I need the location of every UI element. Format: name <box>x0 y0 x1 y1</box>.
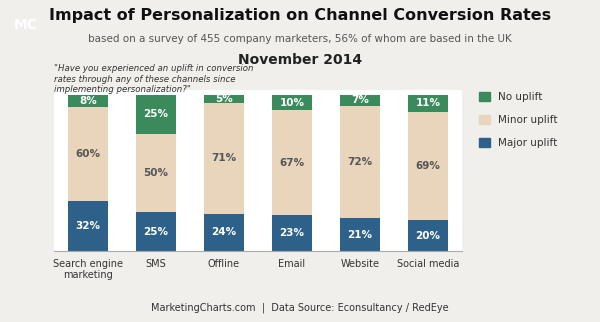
Bar <box>68 201 109 251</box>
Bar <box>272 110 313 215</box>
Bar <box>203 213 244 251</box>
Text: 25%: 25% <box>143 109 169 119</box>
Text: 32%: 32% <box>76 221 101 231</box>
Bar <box>272 215 313 251</box>
Text: MarketingCharts.com  |  Data Source: Econsultancy / RedEye: MarketingCharts.com | Data Source: Econs… <box>151 302 449 313</box>
Text: 50%: 50% <box>143 168 169 178</box>
Bar <box>407 220 448 251</box>
Text: MC: MC <box>14 18 37 32</box>
Text: 8%: 8% <box>79 96 97 106</box>
Text: 20%: 20% <box>415 231 440 241</box>
Text: 5%: 5% <box>215 94 233 104</box>
Legend: No uplift, Minor uplift, Major uplift: No uplift, Minor uplift, Major uplift <box>479 92 557 148</box>
Bar <box>340 95 380 106</box>
Text: based on a survey of 455 company marketers, 56% of whom are based in the UK: based on a survey of 455 company markete… <box>88 34 512 44</box>
Text: 21%: 21% <box>347 230 373 240</box>
Text: 69%: 69% <box>416 161 440 171</box>
Bar <box>68 107 109 201</box>
Bar <box>272 95 313 110</box>
Text: 71%: 71% <box>211 153 236 163</box>
Text: November 2014: November 2014 <box>238 53 362 67</box>
Bar <box>407 112 448 220</box>
Bar <box>340 218 380 251</box>
Bar <box>136 212 176 251</box>
Text: 60%: 60% <box>76 149 101 159</box>
Bar <box>68 95 109 107</box>
Bar <box>203 103 244 213</box>
Text: 24%: 24% <box>211 227 236 237</box>
Text: Impact of Personalization on Channel Conversion Rates: Impact of Personalization on Channel Con… <box>49 8 551 23</box>
Text: 23%: 23% <box>280 228 305 238</box>
Text: "Have you experienced an uplift in conversion
rates through any of these channel: "Have you experienced an uplift in conve… <box>54 64 254 94</box>
Text: 25%: 25% <box>143 227 169 237</box>
Text: 10%: 10% <box>280 98 305 108</box>
Text: 11%: 11% <box>415 99 440 109</box>
Bar <box>407 95 448 112</box>
Text: 7%: 7% <box>351 95 369 105</box>
Text: 72%: 72% <box>347 157 373 167</box>
Bar <box>136 134 176 212</box>
Bar <box>203 95 244 103</box>
Text: 67%: 67% <box>280 158 305 168</box>
Bar <box>340 106 380 218</box>
Bar <box>136 95 176 134</box>
